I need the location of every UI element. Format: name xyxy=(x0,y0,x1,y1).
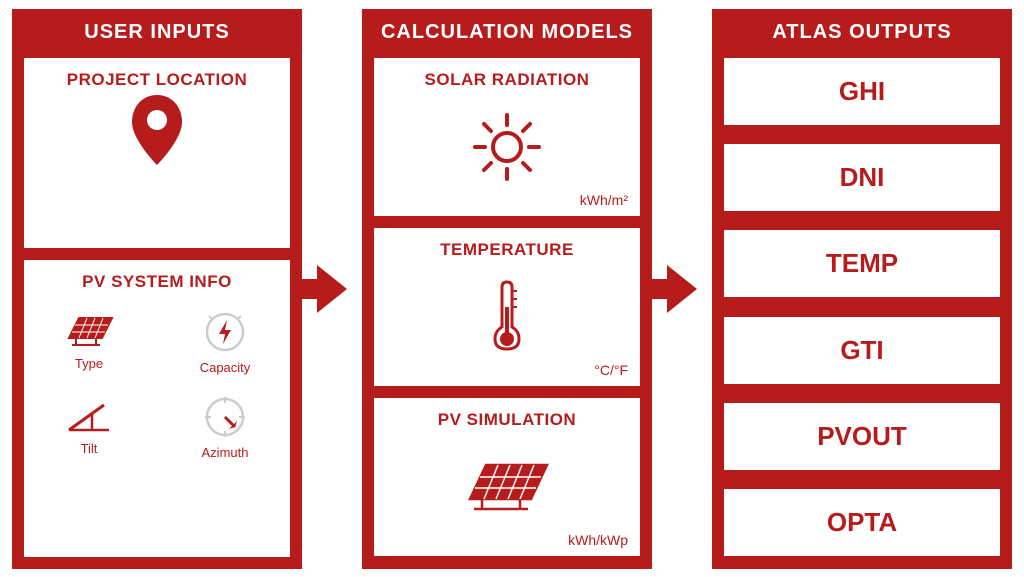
arrow-2 xyxy=(652,9,712,569)
output-ghi: GHI xyxy=(724,58,1000,125)
pv-label-capacity: Capacity xyxy=(200,360,251,375)
output-pvout: PVOUT xyxy=(724,403,1000,470)
card-pv-simulation: PV SIMULATION xyxy=(374,398,640,556)
pv-label-type: Type xyxy=(75,356,103,371)
card-title-location: PROJECT LOCATION xyxy=(36,70,278,90)
output-temp: TEMP xyxy=(724,230,1000,297)
arrow-1 xyxy=(302,9,362,569)
card-title-temp: TEMPERATURE xyxy=(440,240,574,260)
unit-solar: kWh/m² xyxy=(580,192,628,208)
card-title-pv-info: PV SYSTEM INFO xyxy=(36,272,278,292)
unit-temp: °C/°F xyxy=(594,362,628,378)
outputs-list: GHI DNI TEMP GTI PVOUT OPTA xyxy=(724,58,1000,557)
location-pin-icon xyxy=(36,90,278,170)
pv-info-grid: Type Capacity xyxy=(36,310,278,460)
pv-item-type: Type xyxy=(36,310,142,375)
power-icon xyxy=(203,310,247,354)
pv-item-tilt: Tilt xyxy=(36,395,142,460)
pv-item-azimuth: Azimuth xyxy=(172,395,278,460)
sun-icon xyxy=(467,90,547,204)
column-title-models: CALCULATION MODELS xyxy=(374,21,640,44)
panel-large-icon xyxy=(462,430,552,544)
card-pv-system-info: PV SYSTEM INFO xyxy=(24,260,290,557)
tilt-icon xyxy=(64,395,114,435)
card-solar-radiation: SOLAR RADIATION kWh/m² xyxy=(374,58,640,216)
column-atlas-outputs: ATLAS OUTPUTS GHI DNI TEMP GTI PVOUT OPT… xyxy=(712,9,1012,569)
output-gti: GTI xyxy=(724,317,1000,384)
card-project-location: PROJECT LOCATION xyxy=(24,58,290,248)
output-opta: OPTA xyxy=(724,489,1000,556)
thermometer-icon xyxy=(487,260,527,374)
column-user-inputs: USER INPUTS PROJECT LOCATION PV SYSTEM I… xyxy=(12,9,302,569)
column-title-inputs: USER INPUTS xyxy=(24,21,290,44)
solar-atlas-diagram: USER INPUTS PROJECT LOCATION PV SYSTEM I… xyxy=(12,9,1012,569)
unit-pvsim: kWh/kWp xyxy=(568,532,628,548)
pv-label-tilt: Tilt xyxy=(81,441,98,456)
column-title-outputs: ATLAS OUTPUTS xyxy=(724,21,1000,44)
panel-icon xyxy=(64,310,114,350)
pv-label-azimuth: Azimuth xyxy=(202,445,249,460)
output-dni: DNI xyxy=(724,144,1000,211)
card-temperature: TEMPERATURE °C/°F xyxy=(374,228,640,386)
card-title-solar: SOLAR RADIATION xyxy=(425,70,590,90)
column-calculation-models: CALCULATION MODELS SOLAR RADIATION xyxy=(362,9,652,569)
card-title-pvsim: PV SIMULATION xyxy=(438,410,576,430)
pv-item-capacity: Capacity xyxy=(172,310,278,375)
compass-icon xyxy=(203,395,247,439)
